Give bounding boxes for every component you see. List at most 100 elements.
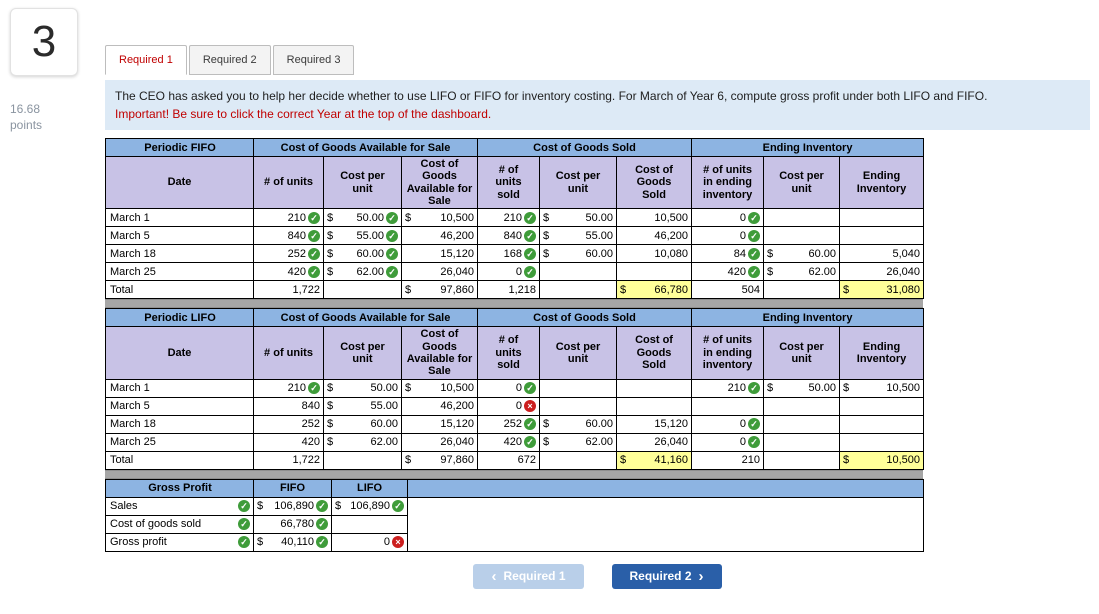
value-cell[interactable]: 210 ✓ [253, 208, 324, 228]
value-cell[interactable]: 252 ✓ [253, 244, 324, 264]
value-cell[interactable]: 420 [253, 432, 324, 452]
value-cell[interactable] [331, 514, 408, 534]
value-cell[interactable] [539, 378, 617, 398]
value-cell[interactable] [323, 280, 402, 300]
value-cell[interactable] [763, 396, 841, 416]
value-cell[interactable]: 46,200 [401, 396, 478, 416]
value-cell[interactable]: $62.00 ✓ [323, 262, 402, 282]
value-cell[interactable]: 0 ✓ [691, 208, 765, 228]
value-cell[interactable]: 15,120 [615, 414, 693, 434]
value-cell[interactable] [839, 432, 925, 452]
value-cell[interactable]: $41,160 [615, 450, 693, 470]
value-cell[interactable]: 66,780 ✓ [253, 514, 332, 534]
value-cell[interactable]: 210 ✓ [477, 208, 540, 228]
value-cell[interactable]: $50.00 [323, 378, 402, 398]
value-cell[interactable]: 840 ✓ [253, 226, 324, 246]
value-cell[interactable]: 0 ✓ [691, 414, 765, 434]
value-cell[interactable] [539, 262, 617, 282]
value-cell[interactable]: $40,110 ✓ [253, 532, 332, 552]
value-cell[interactable]: 84 ✓ [691, 244, 765, 264]
value-cell[interactable]: 420 ✓ [253, 262, 324, 282]
value-cell[interactable] [615, 378, 693, 398]
value-cell[interactable]: 0 ✓ [477, 378, 540, 398]
value-cell[interactable]: 15,120 [401, 244, 478, 264]
value-cell[interactable]: $10,500 [839, 450, 925, 470]
value-cell[interactable]: $62.00 [539, 432, 617, 452]
value-cell[interactable]: $97,860 [401, 280, 478, 300]
value-cell[interactable] [615, 396, 693, 416]
value-cell[interactable] [539, 396, 617, 416]
value-cell[interactable] [839, 414, 925, 434]
value-cell[interactable]: $50.00 ✓ [323, 208, 402, 228]
value-cell[interactable]: 1,722 [253, 450, 324, 470]
value-cell[interactable]: $50.00 [763, 378, 841, 398]
value-cell[interactable]: $60.00 [323, 414, 402, 434]
value-cell[interactable]: 168 ✓ [477, 244, 540, 264]
value-cell[interactable] [323, 450, 402, 470]
value-cell[interactable] [763, 414, 841, 434]
value-cell[interactable]: $60.00 [763, 244, 841, 264]
value-cell[interactable]: $97,860 [401, 450, 478, 470]
value-cell[interactable] [615, 262, 693, 282]
value-cell[interactable]: $50.00 [539, 208, 617, 228]
value-cell[interactable]: 0 ✓ [691, 226, 765, 246]
value-cell[interactable]: 420 ✓ [691, 262, 765, 282]
value-cell[interactable]: 0 × [477, 396, 540, 416]
value-cell[interactable] [539, 280, 617, 300]
value-cell[interactable] [539, 450, 617, 470]
value-cell[interactable]: 504 [691, 280, 765, 300]
required-2-next-button[interactable]: Required 2 › [611, 563, 722, 589]
value-cell[interactable]: $60.00 ✓ [323, 244, 402, 264]
value-cell[interactable]: $55.00 ✓ [323, 226, 402, 246]
value-cell[interactable]: $106,890 ✓ [253, 496, 332, 516]
value-cell[interactable]: 672 [477, 450, 540, 470]
value-cell[interactable]: 0 ✓ [477, 262, 540, 282]
value-cell[interactable] [763, 226, 841, 246]
value-cell[interactable] [763, 432, 841, 452]
value-cell[interactable] [839, 396, 925, 416]
value-cell[interactable] [839, 208, 925, 228]
tab-required-1[interactable]: Required 1 [105, 45, 187, 75]
value-cell[interactable] [763, 280, 841, 300]
value-cell[interactable]: 1,722 [253, 280, 324, 300]
value-cell[interactable]: 10,080 [615, 244, 693, 264]
value-cell[interactable]: 0 × [331, 532, 408, 552]
value-cell[interactable]: 26,040 [401, 262, 478, 282]
value-cell[interactable]: 26,040 [401, 432, 478, 452]
value-cell[interactable]: $55.00 [323, 396, 402, 416]
value-cell[interactable]: $106,890 ✓ [331, 496, 408, 516]
value-cell[interactable]: 26,040 [615, 432, 693, 452]
value-cell[interactable] [691, 396, 765, 416]
value-cell[interactable]: 252 ✓ [477, 414, 540, 434]
value-cell[interactable]: 840 ✓ [477, 226, 540, 246]
value-cell[interactable]: $10,500 [839, 378, 925, 398]
value-cell[interactable] [763, 450, 841, 470]
value-cell[interactable]: 46,200 [401, 226, 478, 246]
value-cell[interactable]: 15,120 [401, 414, 478, 434]
value-cell[interactable]: 210 ✓ [253, 378, 324, 398]
value-cell[interactable] [839, 226, 925, 246]
value-cell[interactable]: $60.00 [539, 244, 617, 264]
value-cell[interactable]: $10,500 [401, 378, 478, 398]
value-cell[interactable]: 0 ✓ [691, 432, 765, 452]
value-cell[interactable]: $66,780 [615, 280, 693, 300]
value-cell[interactable]: 210 ✓ [691, 378, 765, 398]
value-cell[interactable]: 210 [691, 450, 765, 470]
value-cell[interactable]: 840 [253, 396, 324, 416]
value-cell[interactable]: 10,500 [615, 208, 693, 228]
value-cell[interactable] [763, 208, 841, 228]
value-cell[interactable]: $55.00 [539, 226, 617, 246]
value-cell[interactable]: 46,200 [615, 226, 693, 246]
value-cell[interactable]: 26,040 [839, 262, 925, 282]
value-cell[interactable]: $10,500 [401, 208, 478, 228]
value-cell[interactable]: 252 [253, 414, 324, 434]
value-cell[interactable]: 5,040 [839, 244, 925, 264]
value-cell[interactable]: 420 ✓ [477, 432, 540, 452]
tab-required-3[interactable]: Required 3 [272, 45, 355, 75]
value-cell[interactable]: $60.00 [539, 414, 617, 434]
value-cell[interactable]: 1,218 [477, 280, 540, 300]
value-cell[interactable]: $62.00 [763, 262, 841, 282]
tab-required-2[interactable]: Required 2 [188, 45, 271, 75]
value-cell[interactable]: $31,080 [839, 280, 925, 300]
value-cell[interactable]: $62.00 [323, 432, 402, 452]
